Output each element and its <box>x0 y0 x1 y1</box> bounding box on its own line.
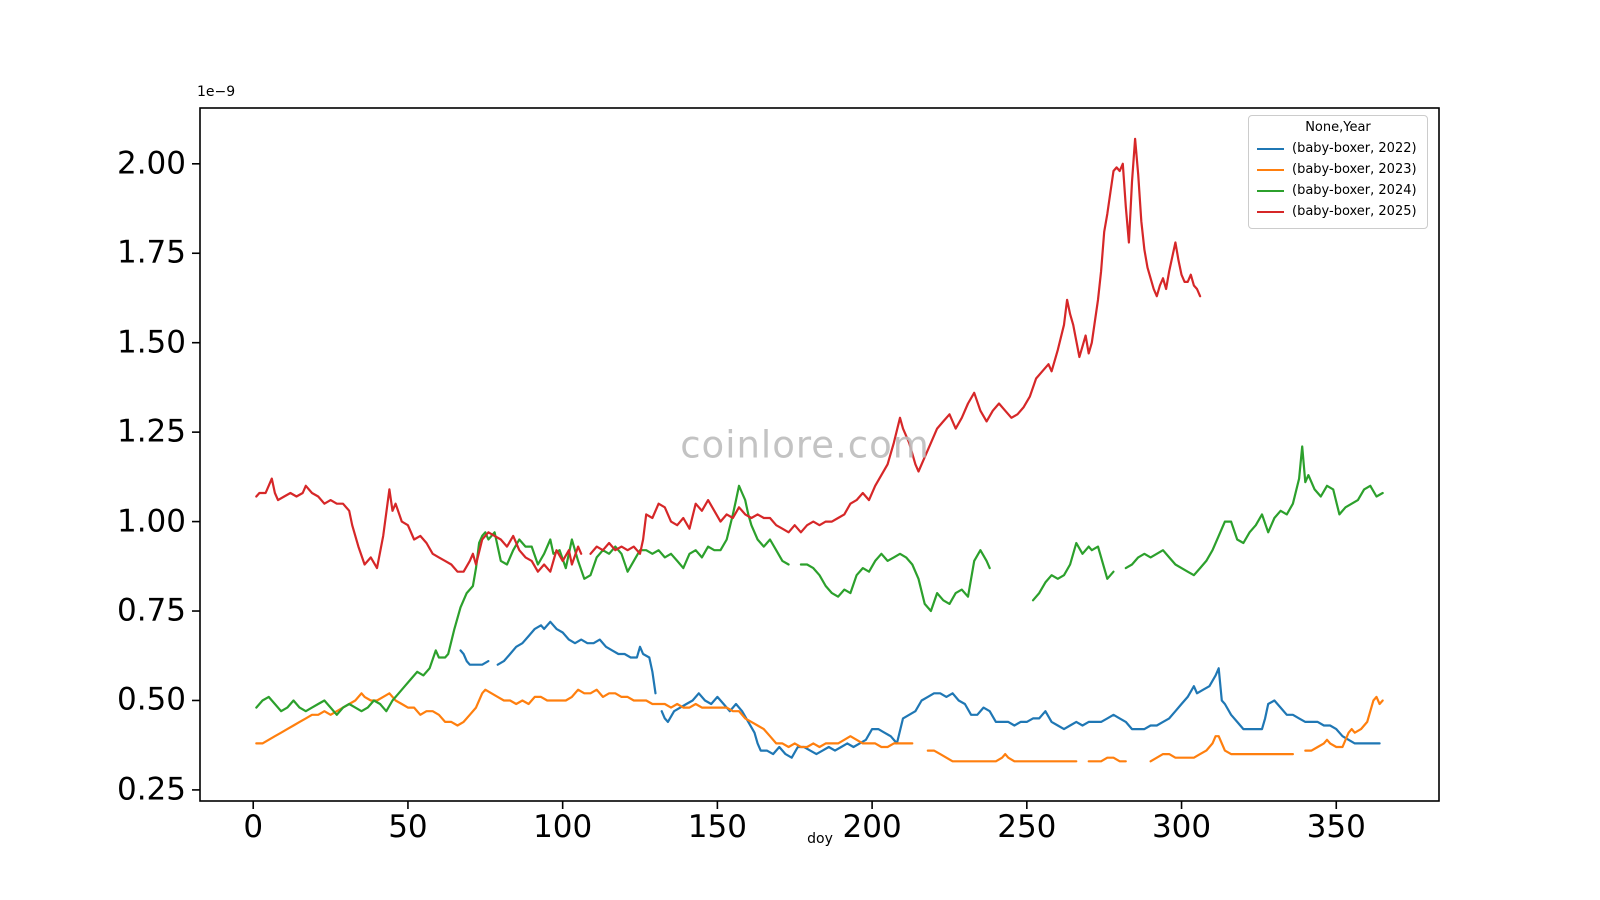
x-tick-label: 300 <box>1151 809 1212 845</box>
legend-entries: (baby-boxer, 2022) (baby-boxer, 2023) (bab… <box>1257 138 1419 222</box>
x-tick-label: 100 <box>533 809 593 845</box>
legend-line-swatch <box>1257 189 1284 192</box>
legend: None,Year (baby-boxer, 2022) (baby-boxer,… <box>1248 115 1428 229</box>
legend-line-swatch <box>1257 210 1284 213</box>
series-line-2023 <box>926 749 1078 763</box>
y-tick-label: 1.75 <box>116 234 186 271</box>
x-axis-label: doy <box>807 831 833 847</box>
series-line-2022 <box>660 667 1381 759</box>
y-tick-label: 0.50 <box>116 681 186 718</box>
y-tick-label: 1.50 <box>116 324 186 361</box>
series-line-2025 <box>255 477 583 573</box>
y-axis-offset-text: 1e−9 <box>197 84 236 100</box>
x-tick-label: 50 <box>388 809 428 845</box>
series-line-2025 <box>589 137 1202 555</box>
series-line-2024 <box>1124 445 1384 577</box>
legend-entry-2025: (baby-boxer, 2025) <box>1257 201 1419 222</box>
x-tick-label: 0 <box>243 809 264 845</box>
y-tick-label: 1.00 <box>116 503 186 540</box>
x-tick-label: 250 <box>997 809 1057 845</box>
legend-line-swatch <box>1257 168 1284 171</box>
series-line-2023 <box>1087 756 1127 763</box>
series-line-2023 <box>1149 735 1295 763</box>
x-tick-label: 200 <box>842 809 902 845</box>
legend-entry-label: (baby-boxer, 2023) <box>1292 162 1417 177</box>
legend-entry-label: (baby-boxer, 2024) <box>1292 183 1417 198</box>
legend-entry-2024: (baby-boxer, 2024) <box>1257 180 1419 201</box>
x-tick-label: 350 <box>1306 809 1366 845</box>
y-tick-label: 1.25 <box>116 413 186 450</box>
legend-entry-label: (baby-boxer, 2022) <box>1292 141 1417 156</box>
series-line-2023 <box>255 688 914 749</box>
legend-entry-2023: (baby-boxer, 2023) <box>1257 159 1419 180</box>
series-line-2024 <box>255 484 790 716</box>
y-tick-label: 2.00 <box>116 145 186 182</box>
y-tick-label: 0.75 <box>116 592 186 629</box>
x-tick-label: 150 <box>687 809 747 845</box>
y-tick-label: 0.25 <box>116 771 186 808</box>
legend-line-swatch <box>1257 147 1284 150</box>
axes-spines <box>199 107 1440 802</box>
series-line-2022 <box>496 620 657 695</box>
legend-title: None,Year <box>1305 120 1371 135</box>
series-line-2023 <box>1304 695 1384 752</box>
series-line-2024 <box>799 549 991 613</box>
watermark: coinlore.com <box>680 423 930 467</box>
legend-entry-2022: (baby-boxer, 2022) <box>1257 138 1419 159</box>
series-line-2024 <box>1031 541 1115 602</box>
series-line-2022 <box>459 649 490 666</box>
legend-entry-label: (baby-boxer, 2025) <box>1292 204 1417 219</box>
